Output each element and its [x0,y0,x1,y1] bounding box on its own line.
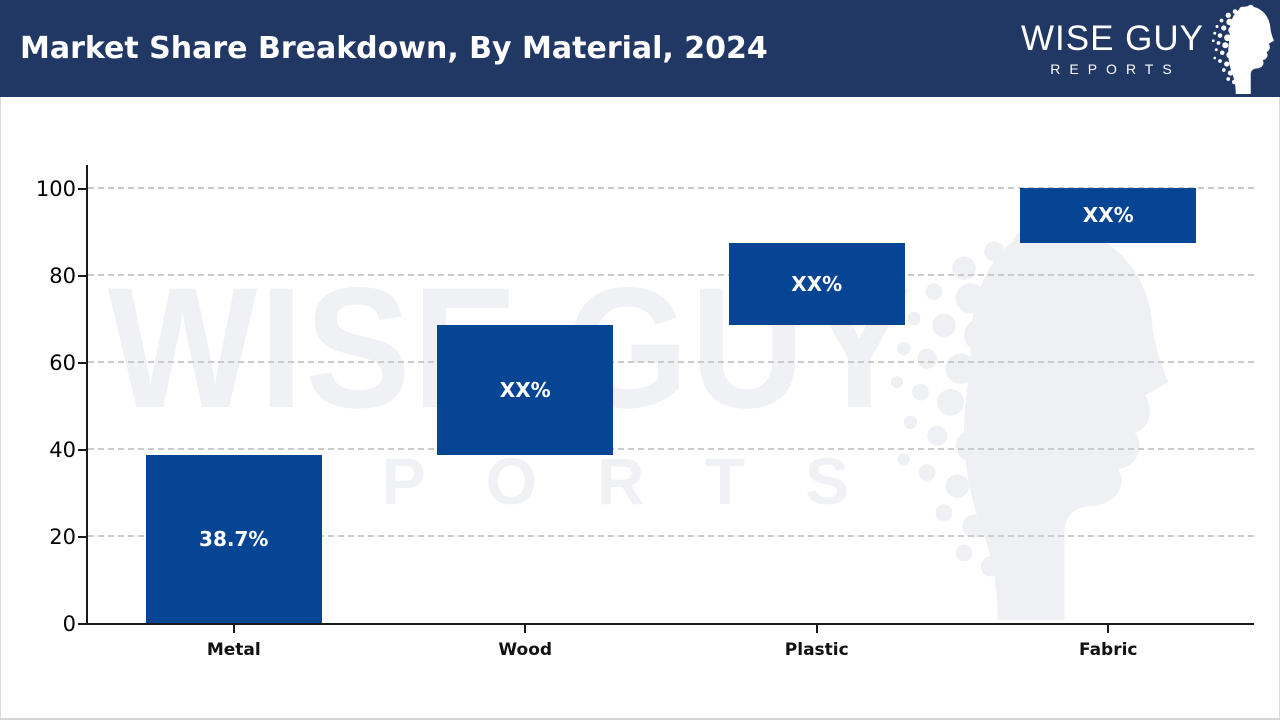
y-tick-100 [78,188,86,190]
gridline-60 [88,361,1254,363]
header-bar: Market Share Breakdown, By Material, 202… [0,0,1280,97]
logo-wordmark: WISE GUY [1020,19,1204,58]
gridline-40 [88,448,1254,450]
x-tick-wood [524,625,527,633]
bar-metal [145,454,322,623]
y-tick-label-100: 100 [35,177,76,201]
gridline-20 [88,535,1254,537]
bar-label-metal: 38.7% [199,526,269,551]
y-tick-label-80: 80 [49,264,76,288]
gridline-80 [88,274,1254,276]
x-tick-metal [232,625,235,633]
y-tick-20 [78,536,86,538]
gridline-100 [88,187,1254,189]
y-tick-40 [78,449,86,451]
y-tick-label-40: 40 [49,438,76,462]
y-tick-60 [78,362,86,364]
y-tick-label-20: 20 [49,525,76,549]
bar-label-plastic: XX% [791,271,843,296]
y-axis-line [86,165,88,625]
logo-text: WISE GUY REPORTS [1020,19,1204,78]
bar-label-wood: XX% [499,377,551,402]
x-label-fabric: Fabric [1078,640,1138,660]
logo-head-icon [1211,4,1274,94]
x-axis-line [86,623,1254,625]
logo-subtext: REPORTS [1050,61,1181,77]
bar-plastic [728,242,905,325]
y-tick-label-60: 60 [49,351,76,375]
x-label-metal: Metal [206,640,261,660]
chart-title: Market Share Breakdown, By Material, 202… [20,31,768,66]
watermark-head-icon [891,221,1169,620]
x-label-wood: Wood [498,640,553,660]
wise-guy-reports-logo: WISE GUY REPORTS [1021,0,1276,97]
x-tick-plastic [815,625,818,633]
y-tick-0 [78,623,86,625]
x-tick-fabric [1107,625,1110,633]
y-tick-label-0: 0 [62,612,76,636]
y-tick-80 [78,275,86,277]
bar-wood [437,325,614,455]
bar-fabric [1020,188,1197,243]
x-label-plastic: Plastic [784,640,849,660]
bar-label-fabric: XX% [1082,203,1134,228]
